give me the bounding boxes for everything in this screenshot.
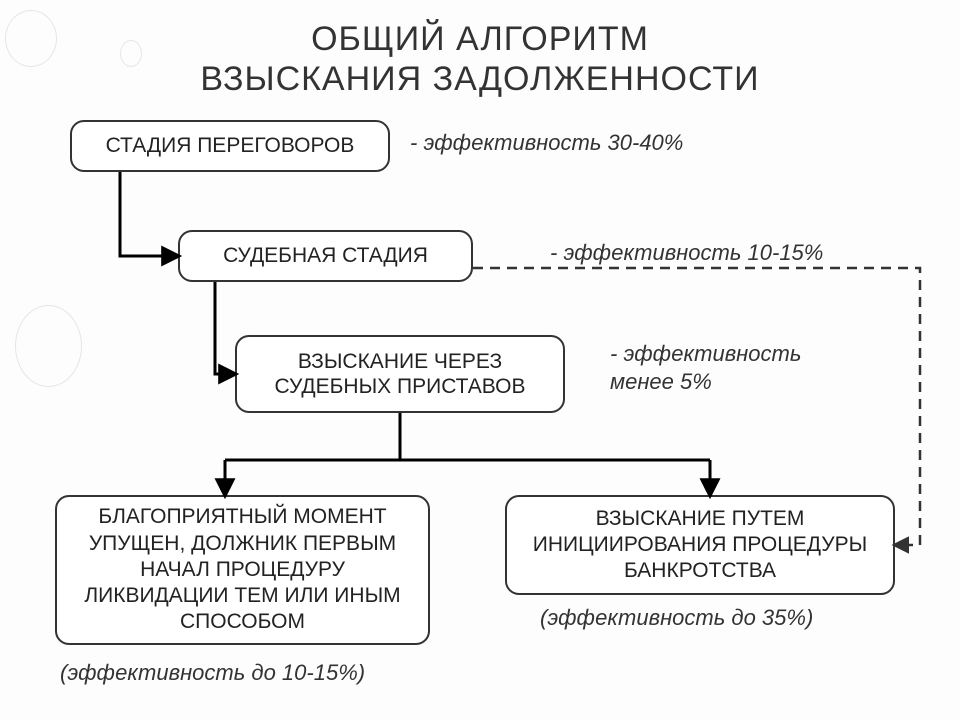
node-label: ВЗЫСКАНИЕ ЧЕРЕЗ СУДЕБНЫХ ПРИСТАВОВ <box>247 349 553 399</box>
note-eff-3: - эффективностьменее 5% <box>610 340 830 395</box>
note-text: - эффективностьменее 5% <box>610 341 801 394</box>
node-missed-moment: БЛАГОПРИЯТНЫЙ МОМЕНТ УПУЩЕН, ДОЛЖНИК ПЕР… <box>55 495 430 645</box>
note-eff-4: (эффективность до 10-15%) <box>60 660 365 686</box>
node-label: СУДЕБНАЯ СТАДИЯ <box>223 244 428 268</box>
diagram-title-line2: ВЗЫСКАНИЯ ЗАДОЛЖЕННОСТИ <box>0 60 960 99</box>
node-bankruptcy: ВЗЫСКАНИЕ ПУТЕМ ИНИЦИИРОВАНИЯ ПРОЦЕДУРЫ … <box>505 495 895 595</box>
note-eff-2: - эффективность 10-15% <box>550 240 823 266</box>
bg-balloon <box>15 305 82 387</box>
diagram-title-line1: ОБЩИЙ АЛГОРИТМ <box>0 20 960 59</box>
node-bailiffs: ВЗЫСКАНИЕ ЧЕРЕЗ СУДЕБНЫХ ПРИСТАВОВ <box>235 335 565 413</box>
note-eff-5: (эффективность до 35%) <box>540 605 813 631</box>
flowchart-stage: ОБЩИЙ АЛГОРИТМ ВЗЫСКАНИЯ ЗАДОЛЖЕННОСТИ С… <box>0 0 960 720</box>
edge-n2-n3 <box>215 282 235 374</box>
node-label: ВЗЫСКАНИЕ ПУТЕМ ИНИЦИИРОВАНИЯ ПРОЦЕДУРЫ … <box>517 506 883 585</box>
node-label: БЛАГОПРИЯТНЫЙ МОМЕНТ УПУЩЕН, ДОЛЖНИК ПЕР… <box>67 504 418 635</box>
node-negotiations: СТАДИЯ ПЕРЕГОВОРОВ <box>70 120 390 172</box>
edge-n1-n2 <box>120 172 178 256</box>
node-court-stage: СУДЕБНАЯ СТАДИЯ <box>178 230 473 282</box>
node-label: СТАДИЯ ПЕРЕГОВОРОВ <box>106 134 355 158</box>
note-eff-1: - эффективность 30-40% <box>410 130 683 156</box>
